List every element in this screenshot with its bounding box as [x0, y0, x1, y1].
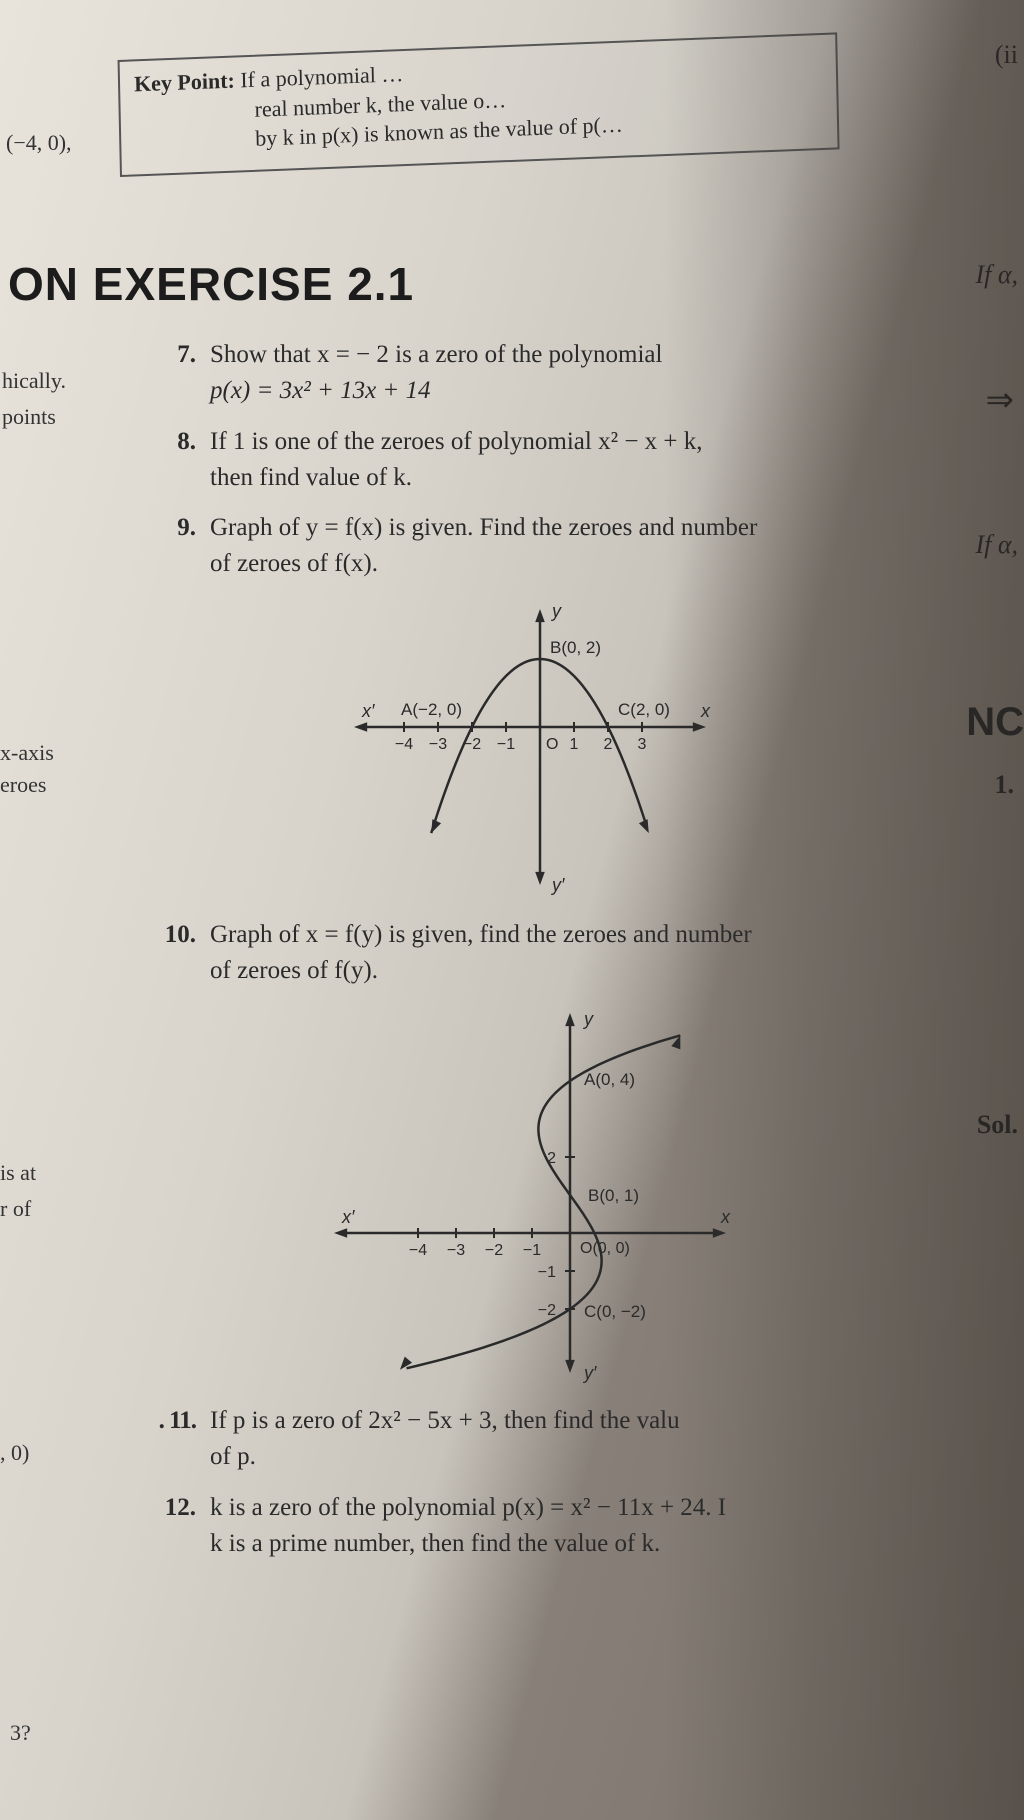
question-12: 12. k is a zero of the polynomial p(x) =… — [150, 1490, 910, 1563]
svg-text:−4: −4 — [409, 1242, 427, 1259]
svg-text:−1: −1 — [538, 1264, 556, 1281]
svg-text:1: 1 — [570, 736, 579, 753]
svg-text:3: 3 — [638, 736, 647, 753]
right-sol: Sol. — [977, 1110, 1018, 1140]
svg-text:x: x — [700, 701, 711, 721]
q9-text2: of zeroes of f(x). — [210, 550, 378, 577]
svg-text:−1: −1 — [523, 1242, 541, 1259]
margin-hically: hically. — [2, 368, 66, 394]
q8-text2: then find value of k. — [210, 464, 412, 491]
q7-num: 7. — [150, 337, 196, 410]
q11-text2: of p. — [210, 1443, 256, 1470]
svg-text:O(0, 0): O(0, 0) — [580, 1240, 630, 1257]
question-9: 9. Graph of y = f(x) is given. Find the … — [150, 510, 910, 583]
q11-dot: . — [159, 1407, 170, 1434]
right-ifalpha1: If α, — [975, 260, 1018, 290]
q12-num: 12. — [150, 1490, 196, 1563]
svg-text:A(0, 4): A(0, 4) — [584, 1070, 635, 1089]
svg-text:−2: −2 — [538, 1302, 556, 1319]
exercise-title: ON EXERCISE 2.1 — [8, 257, 1024, 311]
q12-text2: k is a prime number, then find the value… — [210, 1530, 660, 1557]
svg-text:C(2, 0): C(2, 0) — [618, 700, 670, 719]
q10-text2: of zeroes of f(y). — [210, 957, 378, 984]
q10-text1: Graph of x = f(y) is given, find the zer… — [210, 921, 752, 948]
graph-10-wrap: −4−3−2−12−1−2O(0, 0)A(0, 4)B(0, 1)C(0, −… — [150, 1003, 910, 1383]
svg-text:−2: −2 — [485, 1242, 503, 1259]
margin-coord: (−4, 0), — [6, 130, 72, 156]
q9-text1: Graph of y = f(x) is given. Find the zer… — [210, 514, 757, 541]
q8-num: 8. — [150, 424, 196, 497]
question-7: 7. Show that x = − 2 is a zero of the po… — [150, 337, 910, 410]
q9-num: 9. — [150, 510, 196, 583]
graph-10: −4−3−2−12−1−2O(0, 0)A(0, 4)B(0, 1)C(0, −… — [320, 1003, 740, 1383]
question-8: 8. If 1 is one of the zeroes of polynomi… — [150, 424, 910, 497]
key-point-line1: If a polynomial … — [240, 61, 404, 92]
margin-eroes: eroes — [0, 772, 46, 798]
margin-points: points — [2, 404, 56, 430]
q8-text1: If 1 is one of the zeroes of polynomial … — [210, 428, 703, 455]
page: Key Point: If a polynomial … real number… — [0, 0, 1024, 1820]
graph-9: −4−3−2−1123OA(−2, 0)B(0, 2)C(2, 0)xx′yy′ — [340, 597, 720, 897]
right-one: 1. — [995, 770, 1015, 800]
svg-text:A(−2, 0): A(−2, 0) — [401, 700, 462, 719]
key-point-line2: real number k, the value o… — [254, 87, 506, 122]
svg-text:x: x — [720, 1207, 731, 1227]
question-10: 10. Graph of x = f(y) is given, find the… — [150, 917, 910, 990]
svg-text:y: y — [550, 601, 562, 621]
graph-9-wrap: −4−3−2−1123OA(−2, 0)B(0, 2)C(2, 0)xx′yy′ — [150, 597, 910, 897]
svg-text:O: O — [546, 736, 558, 753]
right-arrow: ⇒ — [986, 380, 1015, 420]
svg-text:−3: −3 — [447, 1242, 465, 1259]
margin-zero0: , 0) — [0, 1440, 29, 1466]
svg-text:y: y — [582, 1009, 594, 1029]
svg-text:B(0, 2): B(0, 2) — [550, 638, 601, 657]
svg-text:−1: −1 — [497, 736, 515, 753]
question-11: . 11. If p is a zero of 2x² − 5x + 3, th… — [150, 1403, 910, 1476]
svg-text:y′: y′ — [550, 875, 565, 895]
margin-three: 3? — [10, 1720, 31, 1746]
key-point-box: Key Point: If a polynomial … real number… — [118, 32, 840, 177]
svg-text:−4: −4 — [395, 736, 413, 753]
q7-text: Show that x = − 2 is a zero of the polyn… — [210, 341, 662, 368]
margin-xaxis: x-axis — [0, 740, 54, 766]
q11-num: 11. — [169, 1407, 196, 1434]
svg-text:x′: x′ — [341, 1207, 355, 1227]
q7-formula: p(x) = 3x² + 13x + 14 — [210, 377, 431, 404]
svg-text:−3: −3 — [429, 736, 447, 753]
q12-text1: k is a zero of the polynomial p(x) = x² … — [210, 1494, 726, 1521]
q11-text1: If p is a zero of 2x² − 5x + 3, then fin… — [210, 1407, 680, 1434]
svg-text:C(0, −2): C(0, −2) — [584, 1302, 646, 1321]
svg-text:x′: x′ — [361, 701, 375, 721]
margin-isat: is at — [0, 1160, 36, 1186]
right-nc: NC — [966, 700, 1024, 745]
svg-text:B(0, 1): B(0, 1) — [588, 1186, 639, 1205]
question-list: 7. Show that x = − 2 is a zero of the po… — [150, 337, 910, 1562]
right-paren: (ii — [995, 40, 1018, 70]
margin-rof: r of — [0, 1196, 31, 1222]
right-ifalpha2: If α, — [975, 530, 1018, 560]
svg-text:y′: y′ — [582, 1363, 597, 1383]
key-point-label: Key Point: — [134, 68, 235, 97]
q10-num: 10. — [150, 917, 196, 990]
svg-text:2: 2 — [604, 736, 613, 753]
